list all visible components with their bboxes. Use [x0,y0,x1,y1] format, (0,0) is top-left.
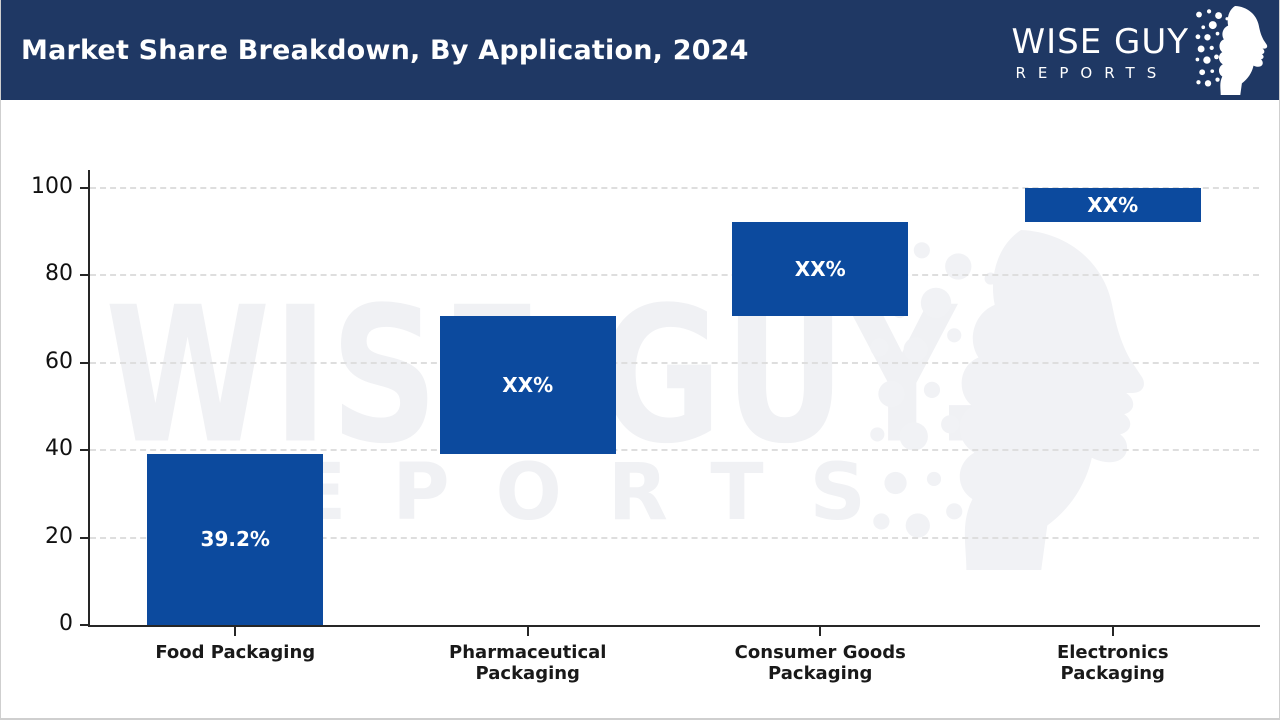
x-axis-category-label: Electronics Packaging [963,642,1263,684]
gridline [90,536,1259,539]
bar-segment: XX% [439,315,616,454]
x-tick-mark [1111,627,1114,636]
y-tick-mark [80,274,88,277]
x-axis-label-line: Electronics [1056,642,1169,663]
y-tick-mark [80,361,88,364]
gridline [90,449,1259,452]
page-title: Market Share Breakdown, By Application, … [21,34,749,66]
x-axis-category-label: Pharmaceutical Packaging [378,642,678,684]
y-tick-label: 60 [45,348,73,374]
x-axis-category-label: Consumer Goods Packaging [670,642,970,684]
bar-segment: XX% [732,221,909,316]
x-axis-label-line: Packaging [1060,663,1165,684]
gridline [90,187,1259,189]
brand-name: WISE GUY [1011,22,1189,62]
y-tick-label: 20 [45,523,73,549]
brand-sub: REPORTS [1015,64,1169,82]
brand-face-icon [1195,6,1268,95]
x-tick-mark [819,627,822,636]
x-axis-line [88,625,1260,627]
bar-value-label: XX% [502,372,554,397]
x-axis-label-line: Packaging [768,663,873,684]
x-axis-label-line: Consumer Goods [734,642,906,663]
watermark-face-icon [870,230,1144,570]
y-tick-mark [80,624,88,626]
x-axis-label-line: Food Packaging [155,642,316,663]
bar-segment: 39.2% [147,453,324,625]
x-axis-label-line: Packaging [475,663,580,684]
y-tick-mark [80,187,88,189]
gridline [90,361,1259,364]
x-tick-mark [234,627,237,636]
bar-value-label: 39.2% [200,527,270,552]
y-tick-label: 40 [45,436,73,462]
y-tick-mark [80,536,88,539]
bar-value-label: XX% [794,256,846,281]
x-tick-mark [526,627,529,636]
x-axis-label-line: Pharmaceutical [449,642,607,663]
y-tick-label: 100 [31,174,73,199]
y-axis-line [88,170,90,627]
brand-logo: WISE GUY REPORTS [1011,22,1189,82]
y-tick-mark [80,449,88,452]
bar-segment: XX% [1024,188,1201,222]
gridline [90,274,1259,277]
y-tick-label: 80 [45,261,73,287]
header: Market Share Breakdown, By Application, … [1,0,1279,100]
chart-area: WISE GUY. REPORTS 0 20 40 60 80 100 39.2% XX% X… [1,100,1279,718]
bar-value-label: XX% [1087,192,1139,217]
x-axis-category-label: Food Packaging [85,642,385,663]
y-tick-label: 0 [59,611,73,636]
